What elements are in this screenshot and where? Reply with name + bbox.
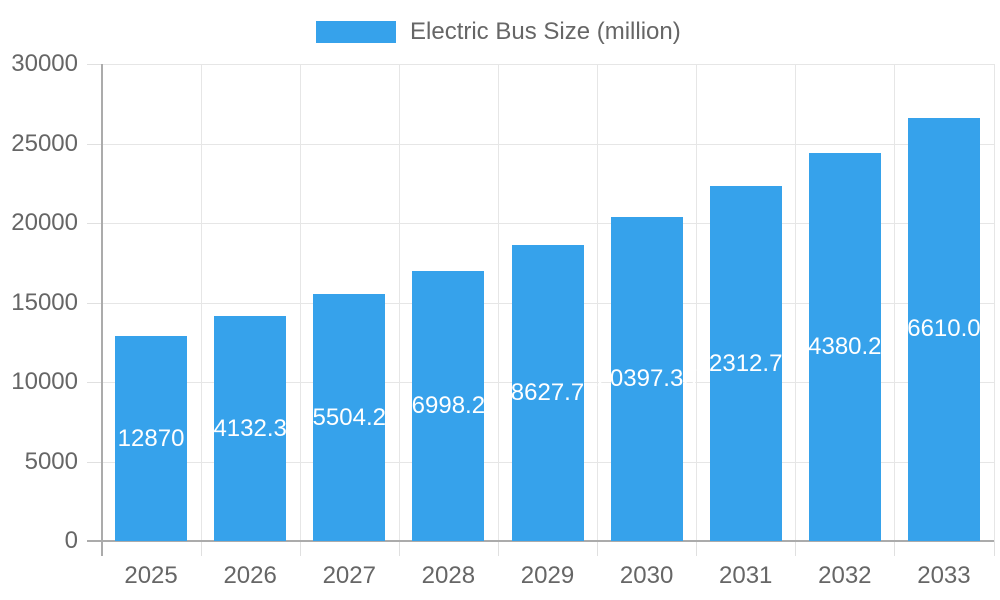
gridline-v [696, 64, 698, 541]
x-tick-mark [696, 541, 698, 556]
x-tick-label: 2030 [619, 562, 674, 589]
gridline-h [101, 223, 994, 224]
legend-label: Electric Bus Size (million) [410, 18, 681, 45]
gridline-v [993, 64, 995, 541]
x-tick-mark [200, 541, 202, 556]
y-tick-label: 30000 [11, 50, 78, 77]
y-tick-mark [86, 64, 102, 65]
gridline-h [101, 143, 994, 145]
bar[interactable] [214, 316, 287, 541]
y-tick-label: 20000 [11, 209, 78, 236]
x-tick-label: 2027 [322, 562, 376, 589]
bar[interactable] [412, 270, 485, 541]
gridline-h [101, 64, 994, 65]
y-tick-label: 25000 [11, 129, 78, 157]
y-tick-label: 5000 [24, 447, 78, 475]
bar[interactable] [709, 186, 782, 541]
y-tick-mark [86, 223, 102, 224]
x-tick-label: 2031 [719, 562, 773, 589]
x-tick-mark [894, 541, 896, 556]
x-tick-label: 2029 [520, 562, 575, 589]
bar[interactable] [313, 294, 386, 541]
bar[interactable] [115, 336, 188, 541]
x-tick-label: 2025 [124, 562, 178, 589]
y-tick-mark [86, 143, 102, 145]
gridline-v [299, 64, 301, 541]
plot-area[interactable]: 12870 14132.33 15504.28 16998.25 18627.74 203… [86, 64, 995, 556]
x-tick-mark [299, 541, 301, 556]
x-tick-mark [497, 541, 499, 556]
bar[interactable] [511, 244, 584, 541]
x-tick-mark [795, 541, 797, 556]
legend-item-electric-bus-size[interactable]: Electric Bus Size (million) [316, 14, 681, 50]
chart-legend: Electric Bus Size (million) [0, 14, 1000, 50]
gridline-v [795, 64, 797, 541]
bar[interactable] [808, 153, 881, 541]
x-tick-label: 2033 [917, 562, 971, 589]
bar[interactable] [610, 216, 683, 541]
bar[interactable] [907, 117, 980, 541]
gridline-v [894, 64, 896, 541]
x-tick-mark [993, 541, 995, 556]
x-tick-label: 2028 [421, 562, 476, 589]
x-tick-label: 2026 [223, 562, 277, 589]
x-tick-mark [398, 541, 400, 556]
y-axis-line [100, 64, 103, 556]
gridline-v [597, 64, 599, 541]
y-tick-label: 10000 [11, 368, 78, 395]
x-tick-mark [597, 541, 599, 556]
gridline-v [398, 64, 400, 541]
gridline-v [497, 64, 499, 541]
y-tick-mark [86, 382, 102, 383]
y-tick-label: 0 [64, 527, 78, 554]
y-tick-label: 15000 [11, 288, 78, 316]
y-tick-mark [86, 302, 102, 304]
x-axis-line [86, 540, 994, 542]
gridline-v [200, 64, 202, 541]
legend-swatch-icon [316, 21, 396, 43]
x-tick-label: 2032 [818, 562, 872, 589]
y-tick-mark [86, 461, 102, 463]
